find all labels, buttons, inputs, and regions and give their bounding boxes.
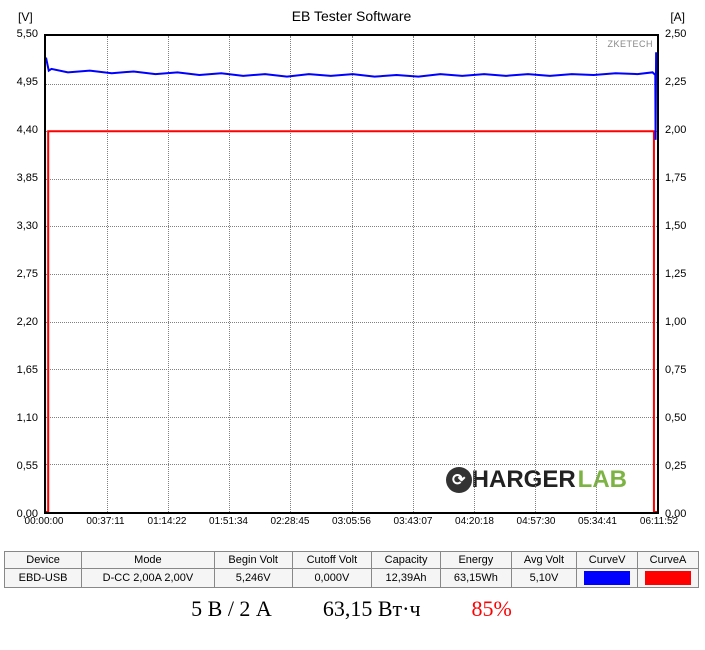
x-tick: 01:14:22 [148, 516, 187, 527]
x-tick: 00:00:00 [25, 516, 64, 527]
y-left-tick: 3,30 [17, 220, 38, 232]
curve-v-swatch [584, 571, 631, 585]
y-left-tick: 2,75 [17, 268, 38, 280]
table-header: CurveV [577, 552, 638, 569]
y-right-axis-labels: 0,000,250,500,751,001,251,501,752,002,25… [661, 34, 699, 514]
y-left-tick: 3,85 [17, 172, 38, 184]
y-left-tick: 1,65 [17, 364, 38, 376]
cell-energy: 63,15Wh [441, 569, 512, 588]
y-right-tick: 0,25 [665, 460, 686, 472]
x-tick: 04:20:18 [455, 516, 494, 527]
x-tick: 04:57:30 [517, 516, 556, 527]
curve-a-swatch [645, 571, 692, 585]
x-tick: 06:11:52 [640, 516, 678, 527]
y-right-tick: 2,25 [665, 76, 686, 88]
y-left-tick: 1,10 [17, 412, 38, 424]
table-header: Avg Volt [511, 552, 577, 569]
x-axis-labels: 00:00:0000:37:1101:14:2201:51:3402:28:45… [44, 516, 659, 536]
table-header: CurveA [638, 552, 699, 569]
x-tick: 05:34:41 [578, 516, 617, 527]
y-right-tick: 1,25 [665, 268, 686, 280]
y-left-axis-labels: 0,000,551,101,652,202,753,303,854,404,95… [4, 34, 42, 514]
y-right-tick: 1,50 [665, 220, 686, 232]
summary-percent: 85% [472, 596, 512, 621]
y-left-tick: 0,55 [17, 460, 38, 472]
cell-curve-a [638, 569, 699, 588]
y-left-tick: 4,95 [17, 76, 38, 88]
y-right-tick: 1,00 [665, 316, 686, 328]
y-right-unit: [A] [670, 10, 685, 24]
results-table: DeviceModeBegin VoltCutoff VoltCapacityE… [4, 551, 699, 588]
chart-title: EB Tester Software [4, 8, 699, 24]
y-right-tick: 1,75 [665, 172, 686, 184]
cell-capacity: 12,39Ah [372, 569, 441, 588]
table-header: Capacity [372, 552, 441, 569]
x-tick: 02:28:45 [271, 516, 310, 527]
y-left-tick: 5,50 [17, 28, 38, 40]
y-right-tick: 2,00 [665, 124, 686, 136]
summary-voltage-current: 5 В / 2 А [191, 596, 272, 621]
y-left-tick: 2,20 [17, 316, 38, 328]
cell-mode: D-CC 2,00A 2,00V [82, 569, 215, 588]
summary-energy: 63,15 Вт·ч [323, 596, 421, 621]
table-header: Begin Volt [214, 552, 292, 569]
cell-device: EBD-USB [5, 569, 82, 588]
y-right-tick: 0,75 [665, 364, 686, 376]
summary-line: 5 В / 2 А 63,15 Вт·ч 85% [4, 596, 699, 622]
table-header-row: DeviceModeBegin VoltCutoff VoltCapacityE… [5, 552, 699, 569]
x-tick: 03:05:56 [332, 516, 371, 527]
y-right-tick: 2,50 [665, 28, 686, 40]
table-header: Device [5, 552, 82, 569]
table-header: Mode [82, 552, 215, 569]
table-header: Energy [441, 552, 512, 569]
cell-cutoff-volt: 0,000V [292, 569, 371, 588]
y-left-tick: 4,40 [17, 124, 38, 136]
chart-container: [V] EB Tester Software [A] 0,000,551,101… [4, 4, 699, 549]
cell-curve-v [577, 569, 638, 588]
table-header: Cutoff Volt [292, 552, 371, 569]
cell-begin-volt: 5,246V [214, 569, 292, 588]
x-tick: 03:43:07 [394, 516, 433, 527]
x-tick: 00:37:11 [86, 516, 124, 527]
x-tick: 01:51:34 [209, 516, 248, 527]
plot-area: ZKETECH ⟳ HARGERLAB [44, 34, 659, 514]
cell-avg-volt: 5,10V [511, 569, 577, 588]
y-right-tick: 0,50 [665, 412, 686, 424]
table-row: EBD-USB D-CC 2,00A 2,00V 5,246V 0,000V 1… [5, 569, 699, 588]
